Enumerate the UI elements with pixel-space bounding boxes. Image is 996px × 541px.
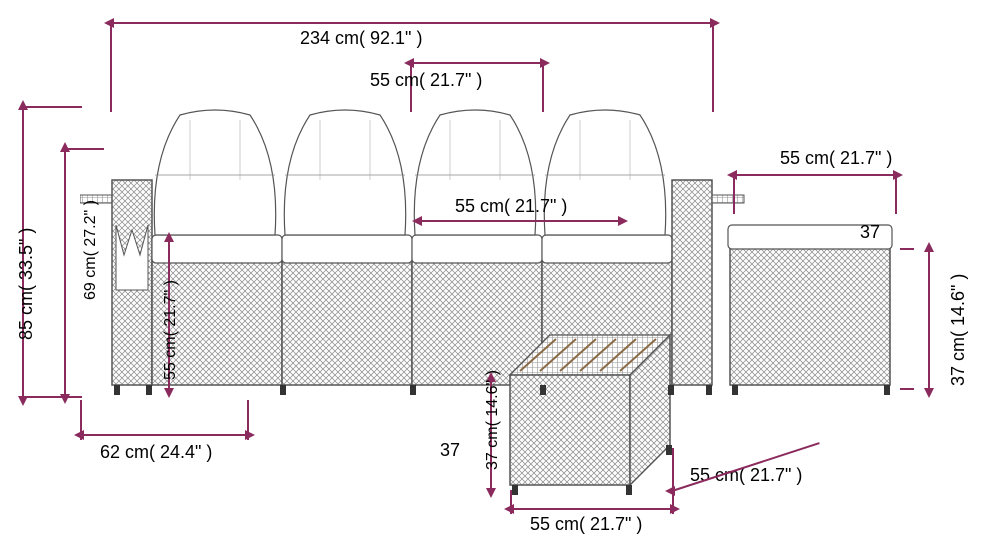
- dim-seat-depth-label: 55 cm( 21.7" ): [162, 280, 180, 380]
- dim-ottoman-height-arrow-d: [924, 388, 934, 398]
- dim-ottoman-height-tick-b: [900, 388, 914, 390]
- dim-side-depth-tick-l: [80, 400, 82, 440]
- dim-side-depth-arrow-l: [74, 430, 84, 440]
- dim-ottoman-width-tick-l: [733, 174, 735, 214]
- dim-ottoman-width-arrow-l: [727, 170, 737, 180]
- dim-seat-width-label: 55 cm( 21.7" ): [370, 70, 482, 91]
- dim-table-height-label: 37 cm( 14.6" ): [484, 370, 502, 470]
- dim-seat-width-line: [412, 62, 542, 64]
- dim-ottoman-height-tick-t: [900, 248, 914, 250]
- dim-table-height-arrow-d: [486, 488, 496, 498]
- dim-ottoman-depth-arrow-r: [618, 216, 628, 226]
- dim-back-height-arrow-d: [60, 394, 70, 404]
- dim-table-width-tick-r: [672, 448, 674, 514]
- dim-table-width-tick-l: [510, 490, 512, 514]
- dim-table-width-line: [512, 508, 672, 510]
- dim-total-height-arrow-u: [18, 100, 28, 110]
- dim-table-width-label: 55 cm( 21.7" ): [530, 514, 642, 535]
- dim-back-height-label: 69 cm( 27.2" ): [82, 200, 100, 300]
- dim-total-width-arrow-l: [104, 18, 114, 28]
- dim-table-width-arrow-l: [504, 504, 514, 514]
- dim-table-depth-label: 55 cm( 21.7" ): [690, 465, 802, 486]
- dim-total-width-tick-r: [712, 22, 714, 112]
- dim-total-height-label: 85 cm( 33.5" ): [16, 228, 37, 340]
- dim-ottoman-height-label-top: 37: [860, 222, 880, 243]
- dim-side-depth-line: [82, 434, 247, 436]
- dim-ottoman-depth-label: 55 cm( 21.7" ): [455, 196, 567, 217]
- dim-ottoman-depth-line: [420, 220, 620, 222]
- dim-total-width-label: 234 cm( 92.1" ): [300, 28, 422, 49]
- dim-total-width-tick-l: [110, 22, 112, 112]
- dim-total-height-tick-t: [22, 106, 82, 108]
- dim-ottoman-height-line: [928, 250, 930, 390]
- dim-total-height-tick-b: [22, 396, 82, 398]
- dim-ottoman-width-tick-r: [895, 174, 897, 214]
- dim-total-width-line: [112, 22, 712, 24]
- dim-side-depth-label: 62 cm( 24.4" ): [100, 442, 212, 463]
- dim-back-height-tick-t: [64, 148, 104, 150]
- sofa-illustration: [80, 60, 980, 530]
- dim-table-depth-arrow-l: [665, 486, 675, 496]
- dim-table-height-label2: 37: [440, 440, 460, 461]
- dim-back-height-line: [64, 150, 66, 396]
- dim-ottoman-height-arrow-u: [924, 242, 934, 252]
- dim-back-height-arrow-u: [60, 142, 70, 152]
- dim-ottoman-width-line: [735, 174, 895, 176]
- dim-ottoman-depth-arrow-l: [412, 216, 422, 226]
- dim-seat-depth-arrow-d: [164, 388, 174, 398]
- dim-ottoman-height-label: 37 cm( 14.6" ): [948, 274, 969, 386]
- dim-seat-width-tick-r: [542, 62, 544, 112]
- dim-side-depth-tick-r: [247, 400, 249, 440]
- dim-seat-width-arrow-l: [404, 58, 414, 68]
- dim-seat-depth-arrow-u: [164, 232, 174, 242]
- dim-ottoman-width-label: 55 cm( 21.7" ): [780, 148, 892, 169]
